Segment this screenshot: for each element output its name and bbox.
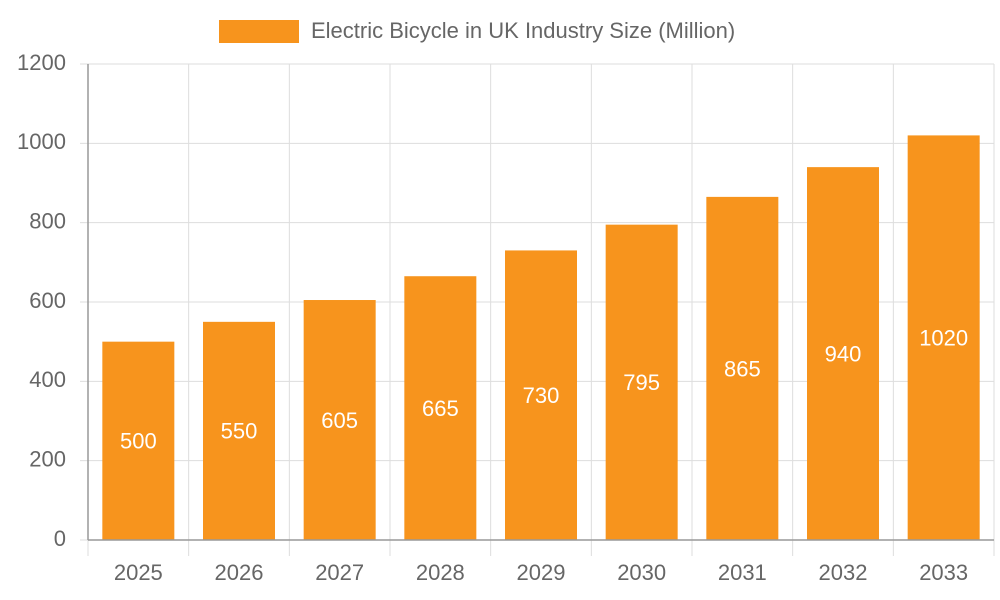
- bar: [605, 224, 678, 540]
- bar: [102, 341, 175, 540]
- data-label: 795: [623, 370, 660, 395]
- x-tick-label: 2028: [416, 560, 465, 585]
- bar: [907, 135, 980, 540]
- bar: [404, 276, 477, 540]
- y-tick-label: 800: [29, 208, 66, 233]
- x-tick-label: 2032: [819, 560, 868, 585]
- data-label: 940: [825, 341, 862, 366]
- legend-label: Electric Bicycle in UK Industry Size (Mi…: [311, 18, 735, 43]
- bar: [505, 250, 577, 540]
- bar: [303, 300, 376, 540]
- data-label: 550: [221, 419, 258, 444]
- x-tick-label: 2030: [617, 560, 666, 585]
- data-label: 730: [523, 383, 560, 408]
- x-tick-label: 2031: [718, 560, 767, 585]
- y-tick-label: 200: [29, 446, 66, 471]
- bar: [807, 167, 879, 540]
- y-tick-label: 1200: [17, 50, 66, 75]
- x-tick-label: 2025: [114, 560, 163, 585]
- bar: [203, 321, 275, 540]
- bar: [706, 196, 779, 540]
- y-tick-label: 600: [29, 288, 66, 313]
- x-tick-label: 2033: [919, 560, 968, 585]
- data-label: 865: [724, 356, 761, 381]
- x-tick-label: 2029: [517, 560, 566, 585]
- x-tick-label: 2026: [215, 560, 264, 585]
- y-tick-label: 0: [54, 526, 66, 551]
- y-tick-label: 400: [29, 367, 66, 392]
- x-tick-label: 2027: [315, 560, 364, 585]
- data-label: 665: [422, 396, 459, 421]
- data-label: 1020: [919, 326, 968, 351]
- data-label: 500: [120, 429, 157, 454]
- legend-swatch: [219, 20, 299, 43]
- y-tick-label: 1000: [17, 129, 66, 154]
- data-label: 605: [321, 408, 358, 433]
